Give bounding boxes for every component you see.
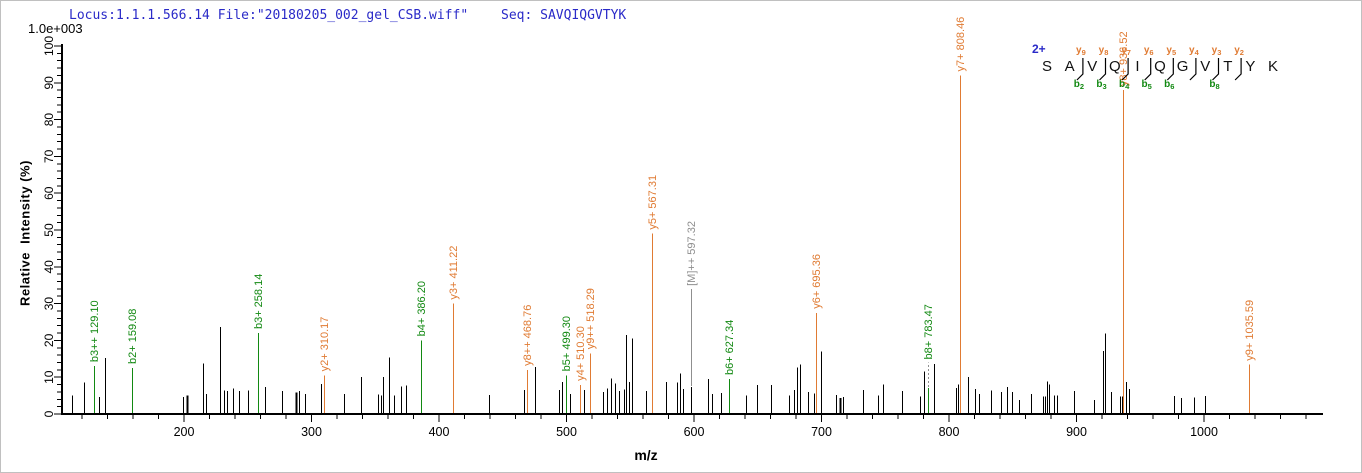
residue-letter: Q	[1109, 58, 1121, 75]
b-ion-tag: b3	[1096, 79, 1106, 91]
x-tick-label: 200	[174, 425, 195, 439]
x-axis-title: m/z	[634, 447, 658, 463]
precursor-charge-label: 2+	[1032, 42, 1046, 56]
y-tick-label: 70	[42, 149, 56, 163]
y-ion-tag: y8	[1099, 45, 1109, 57]
residue-letter: V	[1087, 58, 1097, 75]
peptide-sequence-text: Seq: SAVQIQGVTYK	[501, 8, 627, 23]
y-ion-tag: y7	[1121, 45, 1131, 57]
y-tick-label: 30	[42, 297, 56, 311]
x-tick-label: 500	[556, 425, 577, 439]
y-tick-label: 60	[42, 186, 56, 200]
intensity-scale-text: 1.0e+003	[28, 21, 83, 36]
cleavage-mark	[1166, 58, 1174, 81]
y-tick-label: 20	[42, 333, 56, 347]
peak-ion-label: y9++ 518.29	[585, 288, 597, 349]
peak-ion-label: y5+ 567.31	[647, 175, 659, 230]
x-tick-label: 600	[684, 425, 705, 439]
peak-ion-label: b6+ 627.34	[724, 320, 736, 375]
peak-ion-label: b4+ 386.20	[416, 281, 428, 336]
y-tick-label: 10	[42, 370, 56, 384]
peak-ion-label: b3++ 129.10	[89, 300, 101, 362]
y-tick-label: 100	[42, 36, 56, 56]
y-tick-label: 80	[42, 113, 56, 127]
peak-ion-label: y3+ 411.22	[448, 246, 460, 300]
peak-ion-label: y2+ 310.17	[319, 317, 331, 372]
cleavage-mark	[1121, 58, 1129, 81]
residue-letter: Y	[1245, 58, 1255, 75]
y-tick-label: 90	[42, 76, 56, 90]
cleavage-mark	[1076, 58, 1084, 81]
peak-ion-label: y8+ 936.52	[1118, 31, 1130, 86]
b-ion-tag: b4	[1119, 79, 1130, 91]
peak-ion-label: y9+ 1035.59	[1244, 300, 1256, 361]
residue-letter: A	[1065, 58, 1075, 75]
y-ion-tag: y5	[1166, 45, 1176, 57]
x-tick-label: 800	[939, 425, 960, 439]
axes-group	[54, 44, 1323, 422]
residue-letter: I	[1135, 58, 1139, 75]
b-ion-tag: b2	[1074, 79, 1084, 91]
residue-letter: Q	[1154, 58, 1166, 75]
peak-ion-label: b8+ 783.47	[923, 304, 935, 359]
x-tick-label: 900	[1066, 425, 1087, 439]
residue-letter: G	[1177, 58, 1189, 75]
b-ion-tag: b5	[1142, 79, 1152, 91]
peak-ion-label: y4+ 510.30	[575, 326, 587, 381]
cleavage-mark	[1212, 58, 1220, 81]
locus-file-text: Locus:1.1.1.566.14 File:"20180205_002_ge…	[69, 8, 469, 23]
x-tick-label: 400	[429, 425, 450, 439]
y-ion-tag: y6	[1144, 45, 1154, 57]
peak-ion-label: b5+ 499.30	[561, 316, 573, 371]
b-ion-tag: b6	[1164, 79, 1174, 91]
residue-letter: V	[1200, 58, 1210, 75]
residue-letter: K	[1268, 58, 1278, 75]
residue-letter: T	[1223, 58, 1232, 75]
peak-ion-label: b3+ 258.14	[253, 274, 265, 329]
y-tick-label: 0	[42, 410, 56, 417]
peak-ion-label: b2+ 159.08	[127, 309, 139, 364]
cleavage-mark	[1144, 58, 1152, 81]
y-ion-tag: y4	[1189, 45, 1200, 57]
y-ion-tag: y2	[1234, 45, 1244, 57]
residue-letter: S	[1042, 58, 1052, 75]
cleavage-mark	[1234, 58, 1242, 81]
peak-ion-label: y7+ 808.46	[955, 17, 967, 72]
peak-labels-group: b3++ 129.10 b2+ 159.08 b3+ 258.14 y2+ 310.1…	[89, 17, 1256, 381]
cleavage-mark	[1099, 58, 1107, 81]
peak-ion-label: y6+ 695.36	[811, 254, 823, 309]
y-ion-tag: y3	[1212, 45, 1222, 57]
peak-ion-label: [M]++ 597.32	[686, 221, 698, 286]
y-tick-label: 40	[42, 260, 56, 274]
peaks-group	[72, 75, 1250, 413]
x-tick-label: 300	[301, 425, 322, 439]
x-tick-label: 1000	[1190, 425, 1218, 439]
cleavage-mark	[1189, 58, 1197, 81]
x-tick-label: 700	[811, 425, 832, 439]
y-tick-label: 50	[42, 223, 56, 237]
b-ion-tag: b8	[1209, 79, 1219, 91]
peak-ion-label: y8++ 468.76	[522, 305, 534, 366]
y-ion-tag: y9	[1076, 45, 1086, 57]
